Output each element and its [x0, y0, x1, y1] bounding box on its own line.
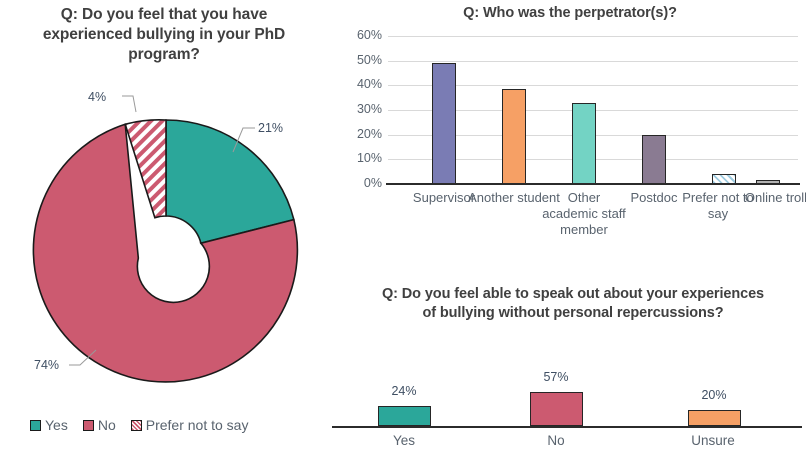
- x-label-unsure: Unsure: [691, 433, 735, 448]
- perpetrator-chart-title: Q: Who was the perpetrator(s)?: [463, 5, 677, 21]
- donut-slice-prefer: [124, 119, 167, 219]
- legend-item-prefer-not-to-say: Prefer not to say: [130, 417, 249, 433]
- y-tick-0: 0%: [363, 176, 382, 190]
- x-label-supervisor: Supervisor: [412, 190, 476, 205]
- value-label-yes: 24%: [391, 384, 417, 398]
- bar-yes: [378, 406, 431, 426]
- perpetrator-chart-panel: Q: Who was the perpetrator(s)? 60% 50% 4…: [330, 0, 806, 280]
- perpetrator-y-axis: 60% 50% 40% 30% 20% 10% 0%: [330, 28, 382, 190]
- legend-label-yes: Yes: [45, 417, 68, 433]
- y-tick-60: 60%: [356, 28, 382, 42]
- y-tick-10: 10%: [356, 151, 382, 166]
- y-tick-50: 50%: [356, 52, 382, 67]
- x-label-no: No: [547, 433, 565, 448]
- speakout-plot-area: 24% 57% 20%: [330, 358, 806, 426]
- legend-label-prefer-not-to-say: Prefer not to say: [145, 417, 249, 433]
- donut-label-yes: 21%: [258, 121, 284, 135]
- donut-label-prefer: 4%: [88, 90, 107, 104]
- bar-unsure: [688, 410, 741, 426]
- legend-item-yes: Yes: [30, 418, 68, 432]
- bar-another-student: [502, 89, 526, 184]
- x-label-online-troll: Online troll: [744, 190, 806, 205]
- donut-legend: Yes No Prefer not to say: [30, 418, 310, 432]
- donut-slice-yes: [165, 119, 295, 245]
- perpetrator-x-axis-line: [386, 183, 800, 185]
- donut-slice-no: [32, 123, 299, 383]
- donut-chart-graphic: [18, 104, 314, 400]
- perpetrator-x-labels: Supervisor Another student Other academi…: [388, 190, 806, 278]
- legend-item-no: No: [82, 417, 116, 433]
- donut-chart-panel: Q: Do you feel that you have experienced…: [0, 0, 330, 459]
- x-label-postdoc: Postdoc: [630, 190, 678, 205]
- value-label-no: 57%: [543, 370, 569, 384]
- x-label-yes: Yes: [392, 433, 416, 448]
- bar-other-academic-staff-member: [572, 102, 596, 184]
- bar-postdoc: [642, 134, 666, 184]
- gridline-60: [388, 36, 798, 37]
- donut-svg: [32, 119, 299, 383]
- speakout-x-labels: Yes No Unsure: [330, 433, 806, 457]
- donut-chart-title: Q: Do you feel that you have experienced…: [42, 6, 286, 63]
- legend-swatch-yes: [30, 419, 41, 431]
- bar-no: [530, 392, 583, 426]
- speakout-chart-panel: Q: Do you feel able to speak out about y…: [330, 280, 806, 459]
- bar-supervisor: [432, 63, 456, 184]
- legend-swatch-no: [82, 419, 94, 431]
- gridline-40: [388, 85, 798, 87]
- y-tick-30: 30%: [356, 102, 382, 116]
- y-tick-40: 40%: [356, 77, 382, 92]
- legend-swatch-prefer-not-to-say: [130, 419, 142, 431]
- speakout-chart-title: Q: Do you feel able to speak out about y…: [381, 286, 765, 321]
- gridline-50: [388, 60, 798, 62]
- legend-label-no: No: [97, 417, 116, 433]
- y-tick-20: 20%: [356, 126, 382, 141]
- donut-label-no: 74%: [34, 358, 60, 372]
- x-label-prefer-not-to-say: Prefer not to say: [682, 190, 754, 221]
- speakout-x-axis-line: [332, 426, 802, 428]
- value-label-unsure: 20%: [701, 388, 727, 402]
- x-label-another-student: Another student: [468, 190, 560, 205]
- x-label-other-academic-staff-member: Other academic staff member: [542, 190, 626, 237]
- perpetrator-plot-area: [388, 36, 798, 184]
